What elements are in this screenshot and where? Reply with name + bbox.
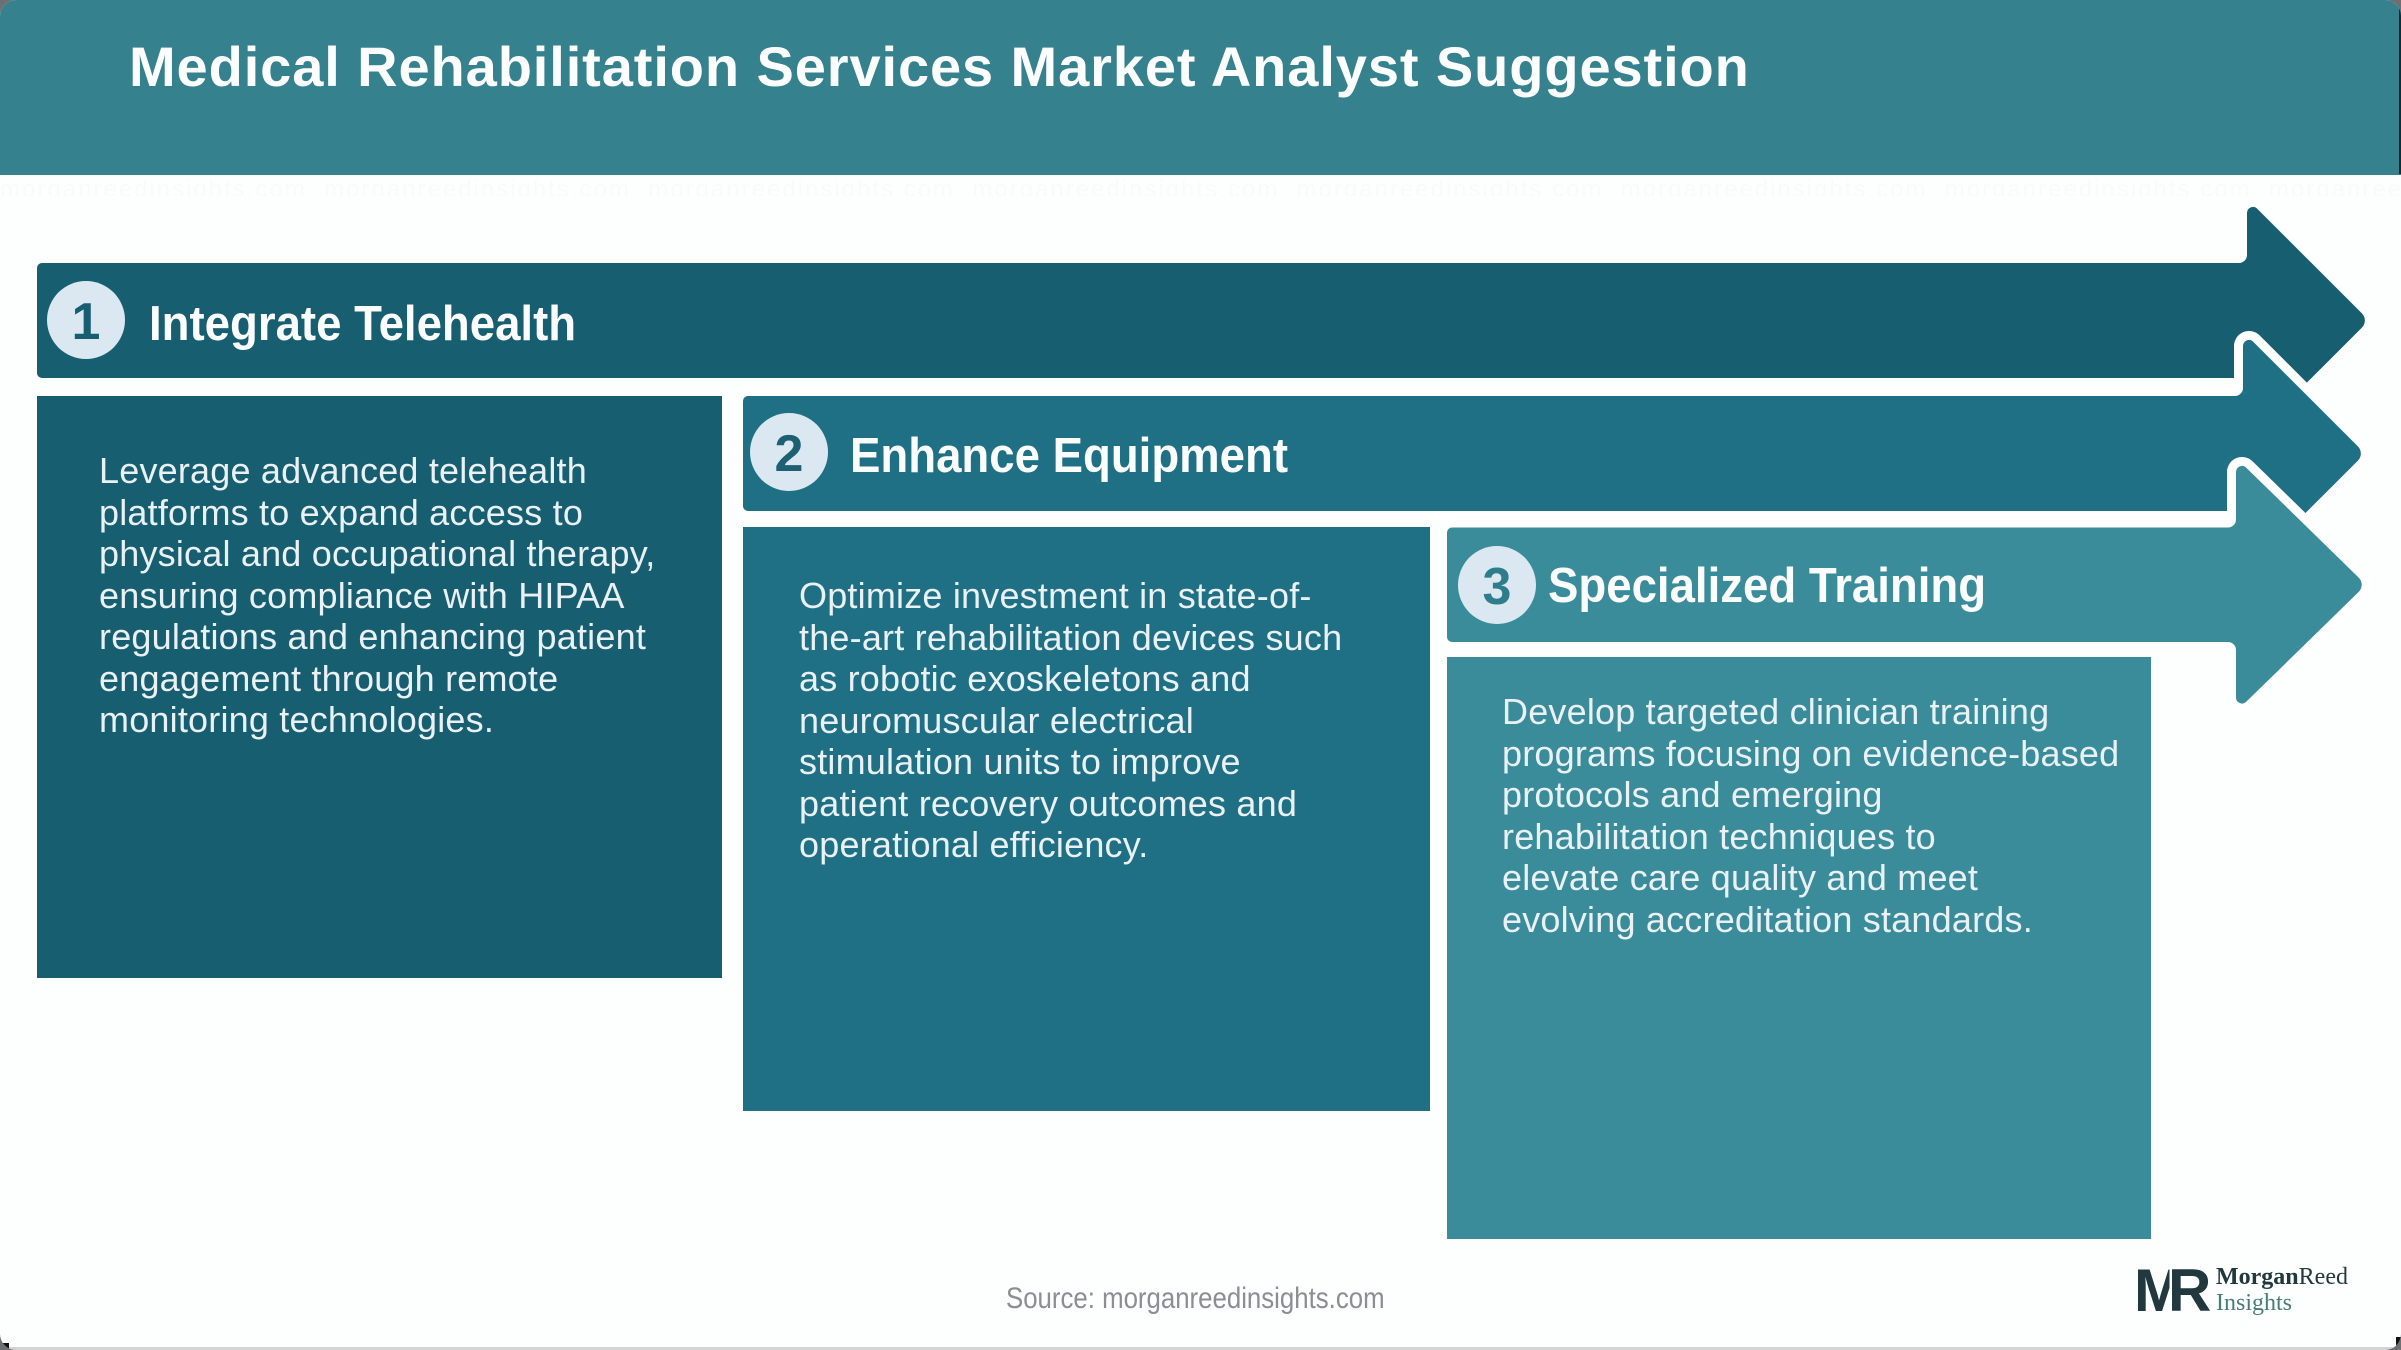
svg-text:R: R — [2168, 1257, 2211, 1324]
svg-text:M: M — [2134, 1257, 2184, 1324]
